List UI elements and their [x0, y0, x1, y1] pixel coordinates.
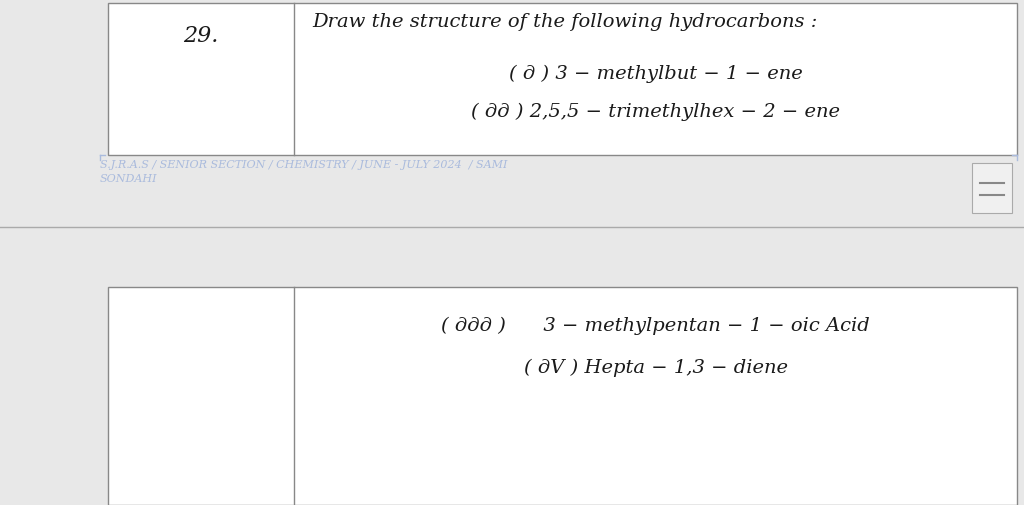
Text: ( дV ) Hepta − 1,3 − diene: ( дV ) Hepta − 1,3 − diene	[523, 359, 787, 377]
Text: 29.: 29.	[183, 25, 219, 47]
Text: ( д ) 3 − methylbut − 1 − ene: ( д ) 3 − methylbut − 1 − ene	[509, 65, 803, 83]
Text: ( ддд )      3 − methylpentan − 1 − oic Acid: ( ддд ) 3 − methylpentan − 1 − oic Acid	[441, 317, 869, 335]
Bar	[972, 163, 1012, 213]
Text: Draw the structure of the following hydrocarbons :: Draw the structure of the following hydr…	[312, 13, 817, 31]
Bar	[108, 3, 1017, 155]
Text: SONDAHI: SONDAHI	[100, 174, 158, 184]
Bar	[108, 287, 1017, 505]
Text: S.J.R.A.S / SENIOR SECTION / CHEMISTRY / JUNE - JULY 2024  / SAMI: S.J.R.A.S / SENIOR SECTION / CHEMISTRY /…	[100, 160, 507, 170]
Text: ( дд ) 2,5,5 − trimethylhex − 2 − ene: ( дд ) 2,5,5 − trimethylhex − 2 − ene	[471, 103, 840, 121]
